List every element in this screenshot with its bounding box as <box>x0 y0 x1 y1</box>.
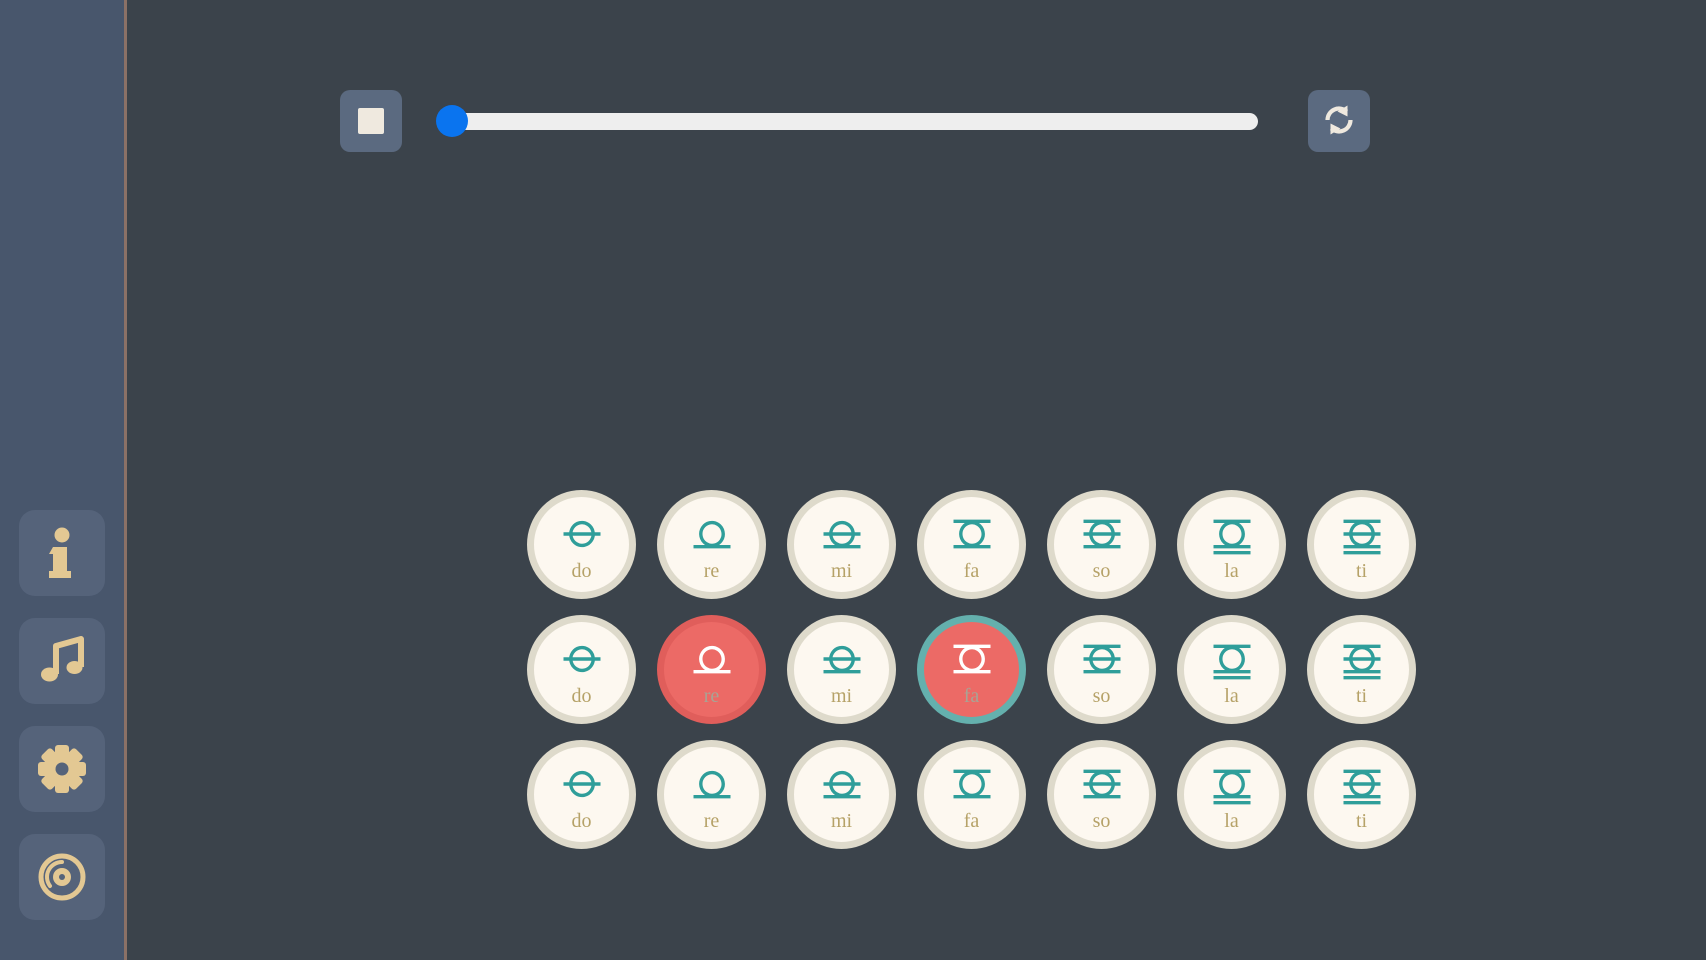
note-button-octave-mid-re[interactable]: re <box>657 615 766 724</box>
note-button-octave-mid-ti[interactable]: ti <box>1307 615 1416 724</box>
note-label: re <box>703 684 720 707</box>
notehead-middle-bottom-lines <box>823 645 860 673</box>
sidebar-item-info[interactable] <box>19 510 105 596</box>
note-label: mi <box>830 809 853 832</box>
note-row-octave-low: do re mi fa so la ti <box>527 490 1416 599</box>
note-button-octave-high-fa[interactable]: fa <box>917 740 1026 849</box>
note-label: fa <box>963 809 980 832</box>
notehead-top-bottom-lines <box>953 769 990 798</box>
notehead-top-bottom-lines <box>953 644 990 673</box>
note-label: fa <box>963 684 980 707</box>
music-note-icon <box>37 636 87 686</box>
main-content: do re mi fa so la ti do re mi fa so la ti do re mi fa so la… <box>127 0 1706 960</box>
slider-thumb[interactable] <box>436 105 468 137</box>
notehead-bottom-line <box>693 645 730 673</box>
note-row-octave-high: do re mi fa so la ti <box>527 740 1416 849</box>
notehead-top-bottom-under-lines <box>1213 519 1250 554</box>
note-label: ti <box>1355 809 1368 832</box>
note-label: so <box>1092 684 1111 707</box>
note-label: mi <box>830 684 853 707</box>
note-button-octave-low-so[interactable]: so <box>1047 490 1156 599</box>
note-label: fa <box>963 559 980 582</box>
notehead-top-bottom-under-lines <box>1213 644 1250 679</box>
notehead-middle-bottom-lines <box>823 770 860 798</box>
notehead-top-bottom-under-lines <box>1213 769 1250 804</box>
note-button-octave-low-do[interactable]: do <box>527 490 636 599</box>
notehead-top-middle-bottom-under-lines <box>1343 644 1380 679</box>
stop-button[interactable] <box>340 90 402 152</box>
note-button-octave-mid-do[interactable]: do <box>527 615 636 724</box>
note-button-octave-mid-so[interactable]: so <box>1047 615 1156 724</box>
note-row-octave-mid: do re mi fa so la ti <box>527 615 1416 724</box>
note-button-octave-high-so[interactable]: so <box>1047 740 1156 849</box>
note-label: do <box>571 809 592 832</box>
note-label: mi <box>830 559 853 582</box>
note-button-octave-mid-la[interactable]: la <box>1177 615 1286 724</box>
note-button-octave-low-ti[interactable]: ti <box>1307 490 1416 599</box>
stop-square-icon <box>358 108 384 134</box>
notehead-middle-line <box>563 645 600 672</box>
note-label: la <box>1224 684 1239 707</box>
sidebar <box>0 0 127 960</box>
notehead-bottom-line <box>693 770 730 798</box>
note-label: so <box>1092 809 1111 832</box>
notehead-middle-line <box>563 520 600 547</box>
slider-track[interactable] <box>436 105 1258 137</box>
note-label: la <box>1224 559 1239 582</box>
notehead-top-middle-bottom-lines <box>1083 519 1120 548</box>
notehead-bottom-line <box>693 520 730 548</box>
playback-slider[interactable] <box>436 90 1258 152</box>
sidebar-item-music[interactable] <box>19 618 105 704</box>
info-icon <box>40 527 84 579</box>
note-button-octave-low-fa[interactable]: fa <box>917 490 1026 599</box>
sidebar-item-settings[interactable] <box>19 726 105 812</box>
note-label: la <box>1224 809 1239 832</box>
note-button-octave-high-re[interactable]: re <box>657 740 766 849</box>
note-button-octave-low-mi[interactable]: mi <box>787 490 896 599</box>
notehead-top-middle-bottom-under-lines <box>1343 769 1380 804</box>
note-grid: do re mi fa so la ti do re mi fa so la ti do re mi fa so la… <box>527 490 1416 849</box>
note-button-octave-mid-mi[interactable]: mi <box>787 615 896 724</box>
note-label: do <box>571 559 592 582</box>
refresh-sync-icon <box>1322 103 1356 140</box>
refresh-button[interactable] <box>1308 90 1370 152</box>
note-button-octave-high-do[interactable]: do <box>527 740 636 849</box>
note-label: ti <box>1355 559 1368 582</box>
note-button-octave-mid-fa[interactable]: fa <box>917 615 1026 724</box>
note-button-octave-high-ti[interactable]: ti <box>1307 740 1416 849</box>
note-button-octave-high-la[interactable]: la <box>1177 740 1286 849</box>
note-button-octave-low-la[interactable]: la <box>1177 490 1286 599</box>
notehead-middle-line <box>563 770 600 797</box>
sidebar-item-record[interactable] <box>19 834 105 920</box>
note-label: re <box>703 809 720 832</box>
notehead-top-middle-bottom-under-lines <box>1343 519 1380 554</box>
note-button-octave-low-re[interactable]: re <box>657 490 766 599</box>
gear-icon <box>38 745 86 793</box>
notehead-top-bottom-lines <box>953 519 990 548</box>
note-label: do <box>571 684 592 707</box>
notehead-top-middle-bottom-lines <box>1083 769 1120 798</box>
note-label: re <box>703 559 720 582</box>
transport-bar <box>340 90 1370 152</box>
notehead-middle-bottom-lines <box>823 520 860 548</box>
note-label: so <box>1092 559 1111 582</box>
note-label: ti <box>1355 684 1368 707</box>
notehead-top-middle-bottom-lines <box>1083 644 1120 673</box>
note-button-octave-high-mi[interactable]: mi <box>787 740 896 849</box>
vinyl-record-icon <box>37 852 87 902</box>
